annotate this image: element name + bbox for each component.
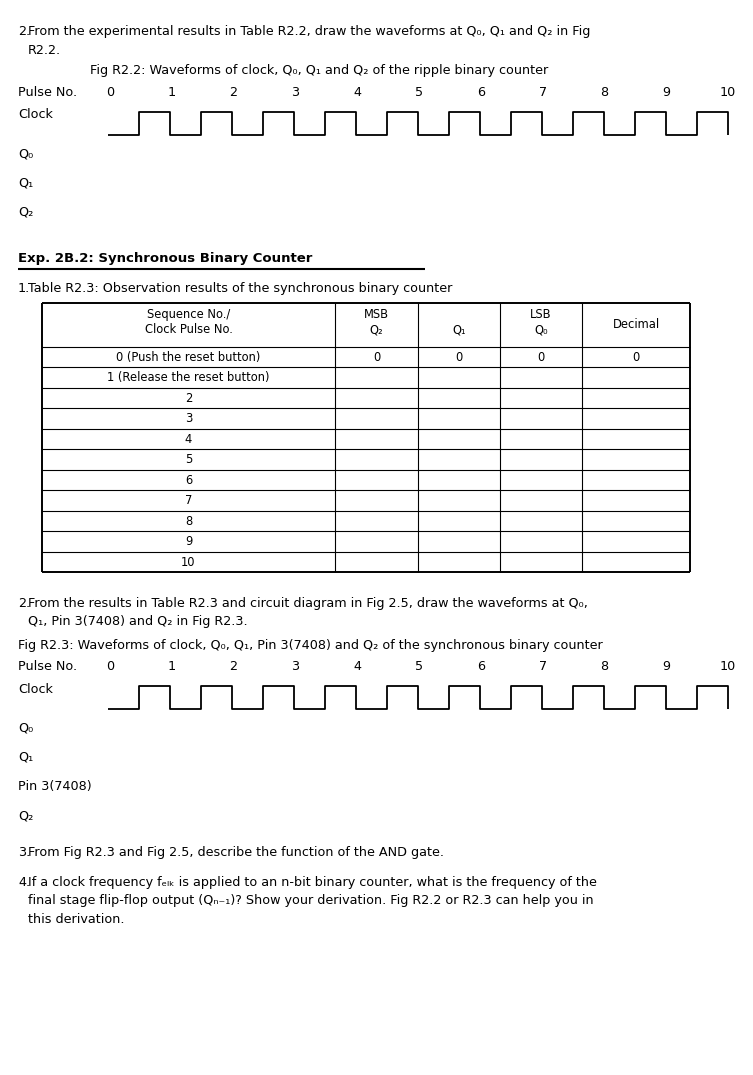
Text: From Fig R2.3 and Fig 2.5, describe the function of the AND gate.: From Fig R2.3 and Fig 2.5, describe the … bbox=[28, 846, 444, 859]
Text: Q₂: Q₂ bbox=[18, 205, 33, 219]
Text: Fig R2.2: Waveforms of clock, Q₀, Q₁ and Q₂ of the ripple binary counter: Fig R2.2: Waveforms of clock, Q₀, Q₁ and… bbox=[90, 63, 548, 76]
Text: Pulse No.: Pulse No. bbox=[18, 86, 77, 99]
Text: 0 (Push the reset button): 0 (Push the reset button) bbox=[116, 350, 261, 363]
Text: 5: 5 bbox=[184, 454, 192, 467]
Text: 1: 1 bbox=[168, 660, 176, 673]
Text: From the results in Table R2.3 and circuit diagram in Fig 2.5, draw the waveform: From the results in Table R2.3 and circu… bbox=[28, 597, 588, 610]
Text: Decimal: Decimal bbox=[612, 318, 660, 331]
Text: 4: 4 bbox=[353, 86, 361, 99]
Text: Q₁: Q₁ bbox=[18, 751, 33, 764]
Text: 1 (Release the reset button): 1 (Release the reset button) bbox=[107, 371, 270, 384]
Text: Pulse No.: Pulse No. bbox=[18, 660, 77, 673]
Text: 9: 9 bbox=[662, 660, 670, 673]
Text: Exp. 2B.2: Synchronous Binary Counter: Exp. 2B.2: Synchronous Binary Counter bbox=[18, 253, 312, 266]
Text: 10: 10 bbox=[720, 86, 736, 99]
Text: Clock: Clock bbox=[18, 683, 53, 696]
Text: Q₁: Q₁ bbox=[453, 324, 466, 336]
Text: Q₁: Q₁ bbox=[18, 176, 33, 189]
Text: 7: 7 bbox=[184, 494, 192, 507]
Text: If a clock frequency fₑₗₖ is applied to an n-bit binary counter, what is the fre: If a clock frequency fₑₗₖ is applied to … bbox=[28, 876, 597, 889]
Text: 5: 5 bbox=[415, 660, 423, 673]
Text: 3: 3 bbox=[291, 86, 300, 99]
Text: 10: 10 bbox=[720, 660, 736, 673]
Text: Clock: Clock bbox=[18, 109, 53, 121]
Text: 0: 0 bbox=[633, 350, 639, 363]
Text: 9: 9 bbox=[662, 86, 670, 99]
Text: 3: 3 bbox=[291, 660, 300, 673]
Text: Q₂: Q₂ bbox=[18, 809, 33, 822]
Text: Q₀: Q₀ bbox=[18, 147, 33, 160]
Text: 6: 6 bbox=[185, 474, 192, 487]
Text: From the experimental results in Table R2.2, draw the waveforms at Q₀, Q₁ and Q₂: From the experimental results in Table R… bbox=[28, 25, 590, 38]
Text: 8: 8 bbox=[185, 515, 192, 528]
Text: R2.2.: R2.2. bbox=[28, 43, 61, 57]
Text: 4: 4 bbox=[353, 660, 361, 673]
Text: 5: 5 bbox=[415, 86, 423, 99]
Text: Pin 3(7408): Pin 3(7408) bbox=[18, 780, 92, 793]
Text: this derivation.: this derivation. bbox=[28, 913, 124, 926]
Text: Clock Pulse No.: Clock Pulse No. bbox=[145, 324, 233, 336]
Text: 2.: 2. bbox=[18, 597, 30, 610]
Text: 0: 0 bbox=[106, 660, 114, 673]
Text: Q₀: Q₀ bbox=[534, 324, 548, 336]
Text: Q₂: Q₂ bbox=[370, 324, 383, 336]
Text: 4.: 4. bbox=[18, 876, 30, 889]
Text: 7: 7 bbox=[538, 660, 547, 673]
Text: 0: 0 bbox=[106, 86, 114, 99]
Text: 1.: 1. bbox=[18, 282, 30, 295]
Text: Fig R2.3: Waveforms of clock, Q₀, Q₁, Pin 3(7408) and Q₂ of the synchronous bina: Fig R2.3: Waveforms of clock, Q₀, Q₁, Pi… bbox=[18, 639, 602, 653]
Text: 7: 7 bbox=[538, 86, 547, 99]
Text: 8: 8 bbox=[600, 660, 608, 673]
Text: Q₁, Pin 3(7408) and Q₂ in Fig R2.3.: Q₁, Pin 3(7408) and Q₂ in Fig R2.3. bbox=[28, 615, 248, 628]
Text: LSB: LSB bbox=[530, 307, 552, 321]
Text: final stage flip-flop output (Qₙ₋₁)? Show your derivation. Fig R2.2 or R2.3 can : final stage flip-flop output (Qₙ₋₁)? Sho… bbox=[28, 894, 593, 907]
Text: 6: 6 bbox=[477, 86, 485, 99]
Text: 8: 8 bbox=[600, 86, 608, 99]
Text: 0: 0 bbox=[456, 350, 462, 363]
Text: 0: 0 bbox=[538, 350, 544, 363]
Text: 2.: 2. bbox=[18, 25, 30, 38]
Text: 10: 10 bbox=[181, 556, 196, 569]
Text: 2: 2 bbox=[230, 660, 238, 673]
Text: 3.: 3. bbox=[18, 846, 30, 859]
Text: 4: 4 bbox=[185, 433, 192, 446]
Text: 3: 3 bbox=[184, 412, 192, 426]
Text: Table R2.3: Observation results of the synchronous binary counter: Table R2.3: Observation results of the s… bbox=[28, 282, 453, 295]
Text: 1: 1 bbox=[168, 86, 176, 99]
Text: Sequence No./: Sequence No./ bbox=[147, 307, 230, 321]
Text: Q₀: Q₀ bbox=[18, 721, 33, 735]
Text: 9: 9 bbox=[185, 535, 192, 548]
Text: 2: 2 bbox=[184, 391, 192, 404]
Text: 0: 0 bbox=[373, 350, 380, 363]
Text: 6: 6 bbox=[477, 660, 485, 673]
Text: MSB: MSB bbox=[364, 307, 389, 321]
Text: 2: 2 bbox=[230, 86, 238, 99]
